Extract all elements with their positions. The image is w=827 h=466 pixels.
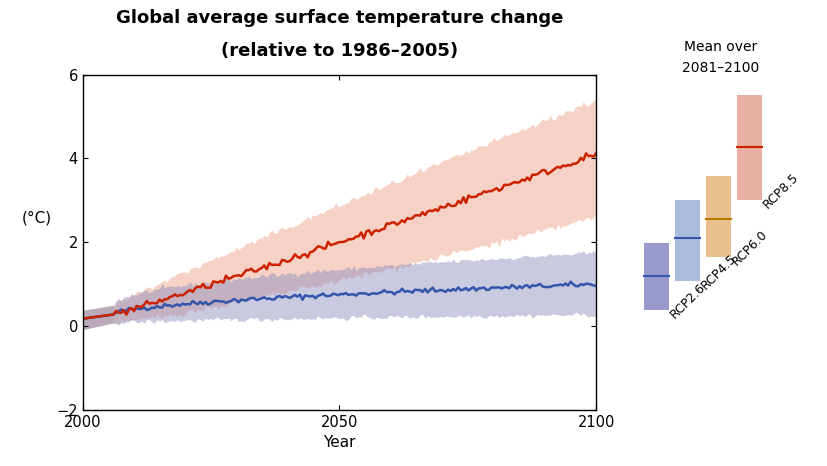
Bar — [643, 243, 668, 309]
Text: Global average surface temperature change: Global average surface temperature chang… — [116, 9, 562, 27]
Bar — [705, 176, 730, 257]
Text: RCP2.6: RCP2.6 — [667, 281, 707, 321]
Text: RCP4.5: RCP4.5 — [698, 252, 738, 293]
X-axis label: Year: Year — [323, 436, 356, 451]
Text: 2081–2100: 2081–2100 — [681, 61, 758, 75]
Text: RCP8.5: RCP8.5 — [759, 171, 800, 211]
Bar — [674, 200, 700, 281]
Text: Mean over: Mean over — [683, 40, 756, 54]
Text: RCP6.0: RCP6.0 — [729, 228, 769, 268]
Bar — [736, 95, 762, 200]
Text: (relative to 1986–2005): (relative to 1986–2005) — [221, 42, 457, 60]
Y-axis label: (°C): (°C) — [22, 211, 51, 226]
